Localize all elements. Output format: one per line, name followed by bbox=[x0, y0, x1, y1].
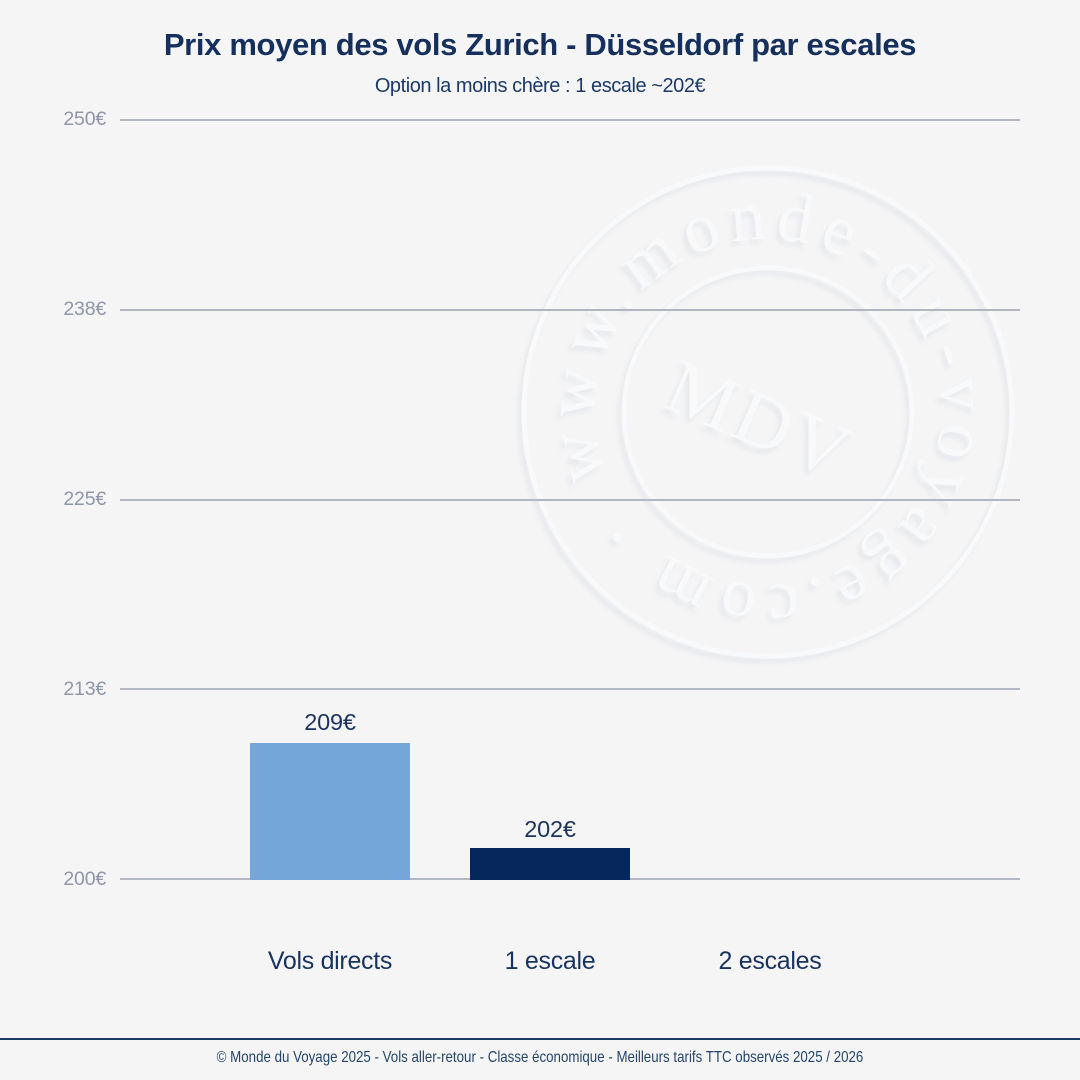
svg-text:MDV: MDV bbox=[654, 342, 867, 498]
